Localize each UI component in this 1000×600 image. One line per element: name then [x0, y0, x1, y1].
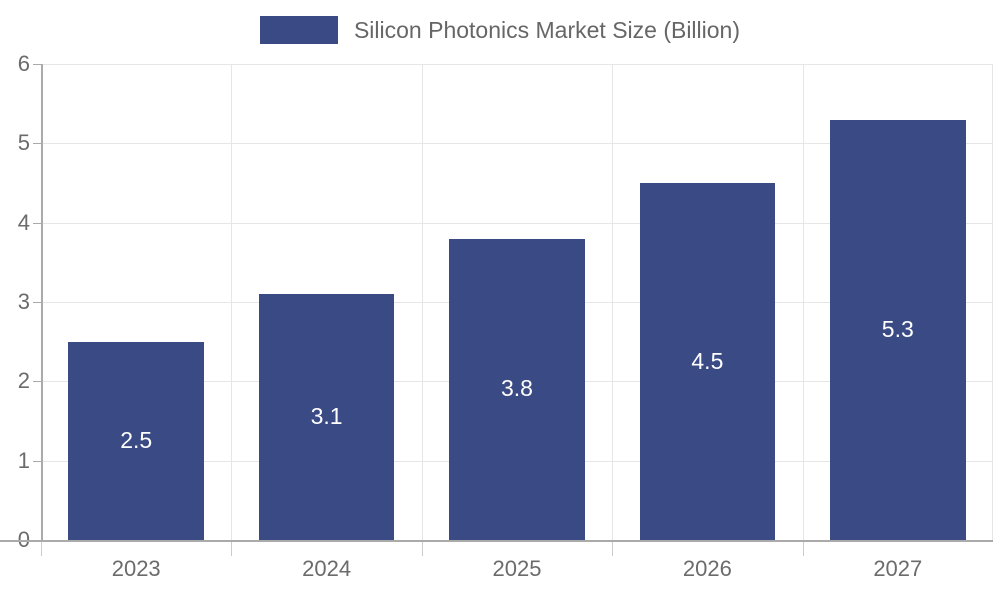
- legend-label-silicon-photonics: Silicon Photonics Market Size (Billion): [353, 16, 741, 43]
- x-tick-label-2027: 2027: [873, 556, 923, 581]
- bar-value-label-2024: 3.1: [310, 403, 343, 430]
- x-tick-3: [612, 542, 613, 556]
- bar-value-label-2027: 5.3: [881, 315, 914, 342]
- bar-value-label-2026: 4.5: [691, 347, 724, 374]
- gridline-v-3: [612, 64, 613, 540]
- bar-2026[interactable]: [639, 183, 776, 540]
- chart-legend: Silicon Photonics Market Size (Billion): [0, 14, 1000, 46]
- bar-value-label-2025: 3.8: [500, 375, 533, 402]
- y-tick-5: [33, 143, 41, 145]
- x-tick-1: [231, 542, 232, 556]
- gridline-h-5: [41, 143, 993, 145]
- gridline-v-1: [231, 64, 232, 540]
- y-axis-line: [41, 64, 43, 541]
- x-tick-label-2025: 2025: [492, 556, 542, 581]
- x-tick-4: [803, 542, 804, 556]
- y-tick-2: [33, 381, 41, 383]
- x-axis-line: [0, 540, 993, 542]
- bar-2025[interactable]: [449, 238, 585, 540]
- x-tick-label-2024: 2024: [302, 556, 352, 581]
- legend-swatch-silicon-photonics[interactable]: [259, 16, 338, 44]
- y-tick-6: [33, 64, 41, 65]
- x-tick-2: [422, 542, 423, 556]
- y-tick-label-3: 3: [17, 289, 30, 314]
- y-tick-label-1: 1: [17, 447, 30, 473]
- y-tick-label-4: 4: [17, 209, 30, 235]
- gridline-h-4: [41, 222, 993, 224]
- y-axis-labels: 0 1 2 3 4 5 6: [0, 0, 30, 600]
- x-tick-0: [41, 542, 42, 556]
- x-tick-label-2026: 2026: [682, 556, 732, 581]
- y-tick-label-2: 2: [17, 368, 30, 394]
- gridline-v-4: [803, 64, 804, 540]
- y-tick-3: [33, 302, 41, 303]
- gridline-v-2: [422, 64, 423, 540]
- plot-area: 2.5 3.1 3.8 4.5 5.3: [41, 64, 993, 541]
- bar-2027[interactable]: [830, 119, 966, 540]
- bar-2024[interactable]: [258, 294, 395, 540]
- plot-right-border: [992, 64, 993, 540]
- y-tick-4: [33, 222, 41, 224]
- bar-2023[interactable]: [68, 341, 204, 540]
- y-tick-label-6: 6: [17, 51, 30, 76]
- y-tick-label-5: 5: [17, 130, 30, 156]
- gridline-h-6: [41, 64, 993, 65]
- y-tick-label-0: 0: [4, 529, 30, 551]
- y-tick-1: [33, 460, 41, 462]
- x-tick-label-2023: 2023: [111, 556, 161, 581]
- bar-value-label-2023: 2.5: [120, 426, 153, 453]
